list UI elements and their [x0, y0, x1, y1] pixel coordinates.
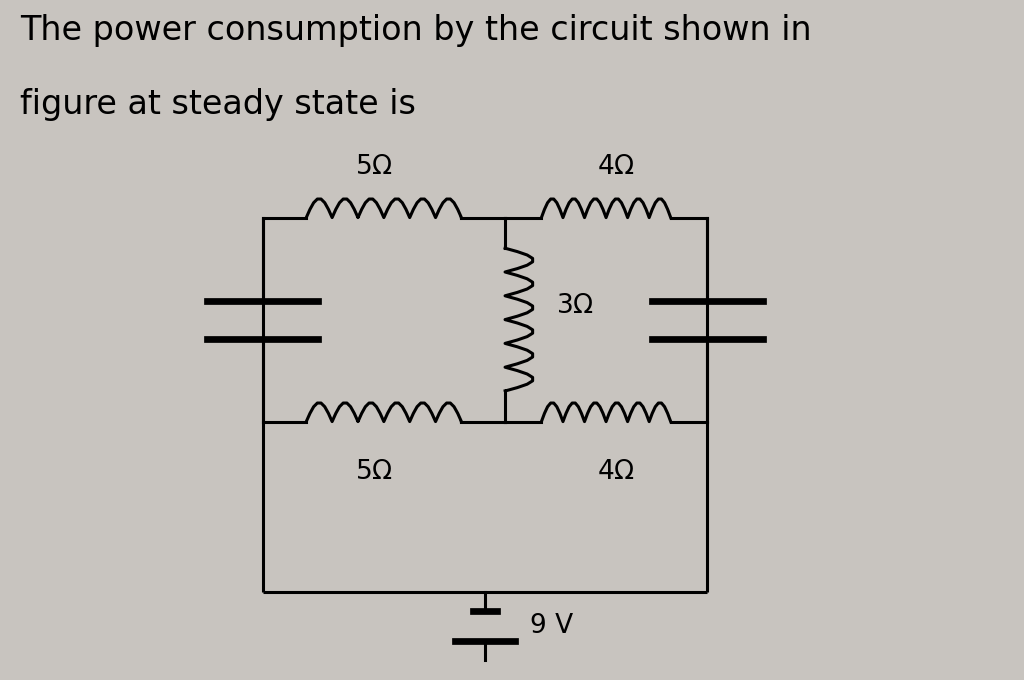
Text: The power consumption by the circuit shown in: The power consumption by the circuit sho… — [20, 14, 812, 47]
Text: 4$\Omega$: 4$\Omega$ — [597, 154, 635, 180]
Text: 5$\Omega$: 5$\Omega$ — [354, 154, 392, 180]
Text: figure at steady state is: figure at steady state is — [20, 88, 416, 122]
Text: 9 V: 9 V — [530, 613, 573, 639]
Text: 4$\Omega$: 4$\Omega$ — [597, 459, 635, 485]
Text: 3$\Omega$: 3$\Omega$ — [556, 293, 594, 319]
Text: 5$\Omega$: 5$\Omega$ — [354, 459, 392, 485]
